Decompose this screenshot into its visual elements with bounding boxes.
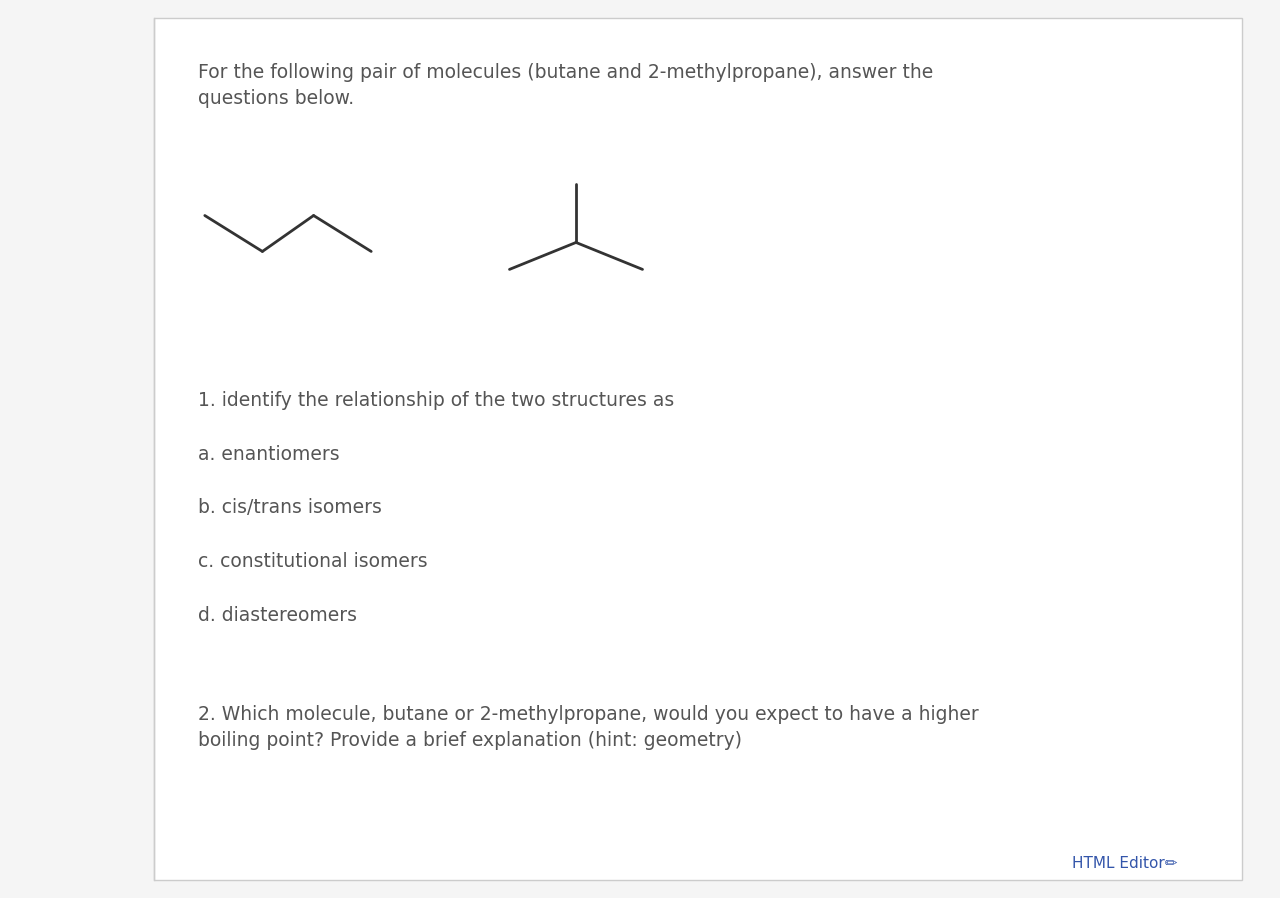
Text: d. diastereomers: d. diastereomers [198, 606, 357, 625]
Text: 2. Which molecule, butane or 2-methylpropane, would you expect to have a higher
: 2. Which molecule, butane or 2-methylpro… [198, 705, 979, 751]
Text: c. constitutional isomers: c. constitutional isomers [198, 552, 428, 571]
Text: a. enantiomers: a. enantiomers [198, 445, 340, 463]
Text: For the following pair of molecules (butane and 2-methylpropane), answer the
que: For the following pair of molecules (but… [198, 63, 933, 109]
Text: b. cis/trans isomers: b. cis/trans isomers [198, 498, 383, 517]
Text: 1. identify the relationship of the two structures as: 1. identify the relationship of the two … [198, 391, 675, 409]
Text: HTML Editor✏️: HTML Editor✏️ [1073, 856, 1178, 871]
